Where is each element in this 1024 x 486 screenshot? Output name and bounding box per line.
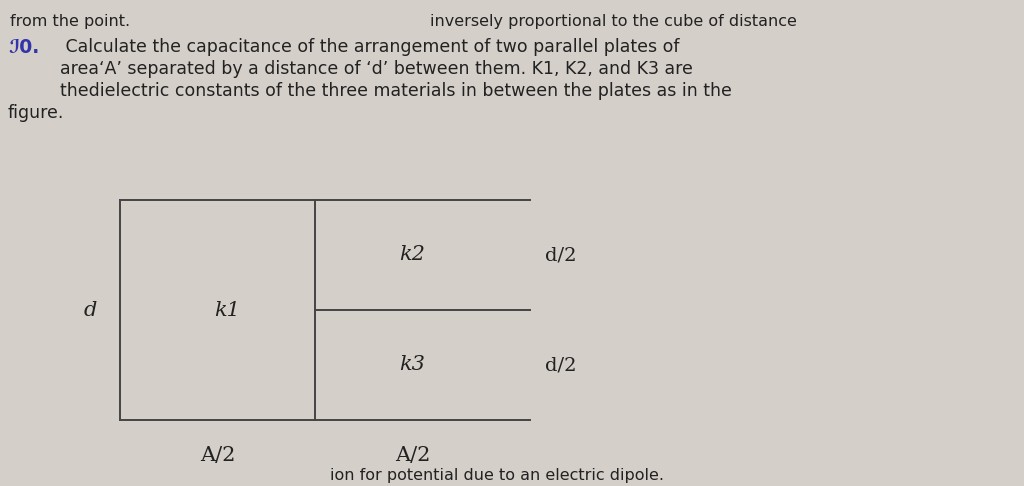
Text: Calculate the capacitance of the arrangement of two parallel plates of: Calculate the capacitance of the arrange… [60, 38, 680, 56]
Text: d/2: d/2 [545, 246, 577, 264]
Text: d/2: d/2 [545, 356, 577, 374]
Text: ℐ0.: ℐ0. [8, 38, 39, 57]
Text: A/2: A/2 [200, 446, 236, 465]
Text: thedielectric constants of the three materials in between the plates as in the: thedielectric constants of the three mat… [60, 82, 732, 100]
Text: figure.: figure. [8, 104, 65, 122]
Text: k3: k3 [399, 355, 425, 375]
Text: area‘A’ separated by a distance of ‘d’ between them. K1, K2, and K3 are: area‘A’ separated by a distance of ‘d’ b… [60, 60, 693, 78]
Text: ion for potential due to an electric dipole.: ion for potential due to an electric dip… [330, 468, 664, 483]
Text: from the point.: from the point. [10, 14, 130, 29]
Text: k1: k1 [215, 300, 241, 319]
Text: A/2: A/2 [395, 446, 430, 465]
Text: d: d [83, 300, 96, 319]
Text: k2: k2 [399, 245, 425, 264]
Text: inversely proportional to the cube of distance: inversely proportional to the cube of di… [430, 14, 797, 29]
